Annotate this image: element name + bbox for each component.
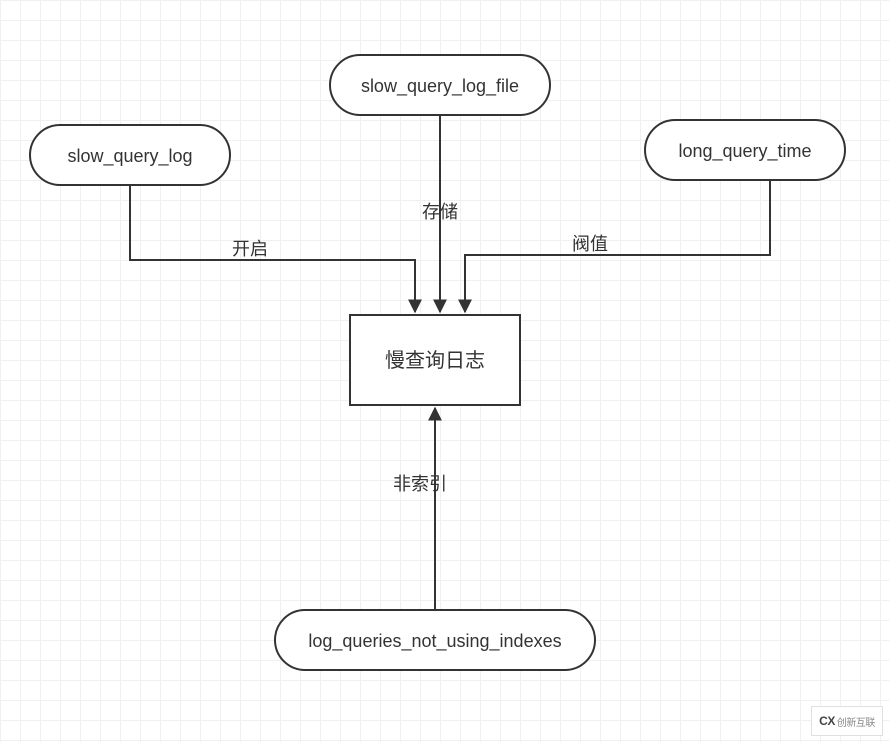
diagram-canvas: 开启 存储 阀值 非索引 slow_query_log slow_query_l…	[0, 0, 889, 742]
node-long-query-time: long_query_time	[645, 120, 845, 180]
edge-threshold-label: 阀值	[572, 234, 608, 254]
node-long-query-time-label: long_query_time	[678, 141, 811, 162]
node-slow-log-center: 慢查询日志	[350, 315, 520, 405]
edge-open-label: 开启	[232, 239, 268, 259]
node-slow-query-log: slow_query_log	[30, 125, 230, 185]
edge-threshold: 阀值	[465, 180, 770, 312]
watermark-text: 创新互联	[837, 714, 875, 729]
edge-open-path	[130, 185, 415, 312]
edge-store: 存储	[422, 115, 458, 312]
watermark-logo: CX	[819, 714, 835, 728]
node-slow-query-log-label: slow_query_log	[67, 146, 192, 167]
node-log-queries-not-using-indexes: log_queries_not_using_indexes	[275, 610, 595, 670]
edge-noindex: 非索引	[393, 408, 447, 610]
node-slow-query-log-file: slow_query_log_file	[330, 55, 550, 115]
edge-noindex-label: 非索引	[393, 474, 447, 494]
node-log-queries-not-using-indexes-label: log_queries_not_using_indexes	[308, 631, 561, 652]
node-slow-query-log-file-label: slow_query_log_file	[361, 76, 519, 97]
edge-store-label: 存储	[422, 202, 458, 222]
edge-threshold-path	[465, 180, 770, 312]
edge-open: 开启	[130, 185, 415, 312]
node-slow-log-center-label: 慢查询日志	[385, 349, 485, 372]
watermark-badge: CX 创新互联	[811, 706, 883, 736]
